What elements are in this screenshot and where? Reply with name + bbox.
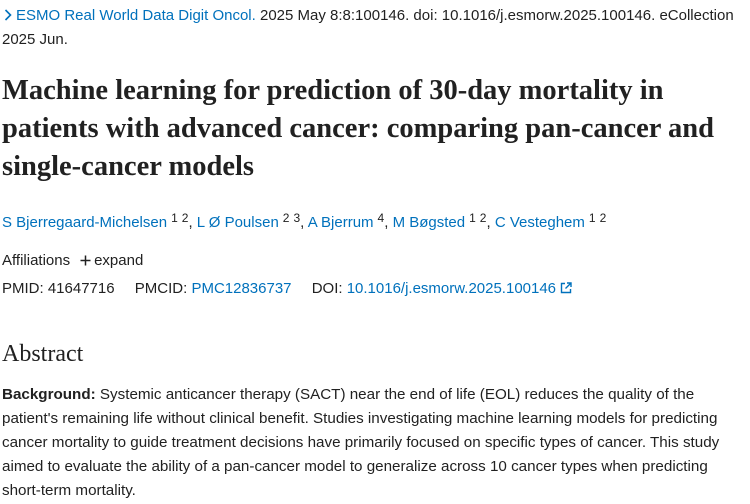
- plus-icon[interactable]: [80, 255, 91, 266]
- body: ESMO Real World Data Digit Oncol. 2025 M…: [0, 4, 750, 504]
- citation-details: 2025 May 8:8:100146. doi: 10.1016/j.esmo…: [2, 7, 734, 48]
- affiliation-number[interactable]: 2: [282, 211, 290, 225]
- background-text: Systemic anticancer therapy (SACT) near …: [2, 386, 720, 499]
- author-link[interactable]: A Bjerrum: [307, 214, 374, 231]
- author-affiliations: 4: [378, 211, 385, 225]
- affiliations-label: Affiliations: [2, 252, 71, 269]
- author-link[interactable]: S Bjerregaard-Michelsen: [2, 214, 168, 231]
- external-link-icon[interactable]: [560, 282, 572, 294]
- affiliation-number[interactable]: 2: [181, 211, 189, 225]
- abstract-heading: Abstract: [2, 341, 84, 367]
- background-label: Background:: [2, 386, 96, 403]
- affiliation-number[interactable]: 3: [293, 211, 301, 225]
- pmcid-label: PMCID:: [134, 280, 188, 297]
- author-separator: ,: [384, 214, 393, 231]
- authors: S Bjerregaard-Michelsen 1 2, L Ø Poulsen 2 3…: [2, 206, 750, 235]
- affiliation-number[interactable]: 2: [599, 211, 607, 225]
- author-link[interactable]: C Vesteghem: [494, 214, 585, 231]
- author-separator: ,: [188, 214, 197, 231]
- chevron-icon: [4, 9, 12, 21]
- affiliations: Affiliations expand: [2, 249, 750, 273]
- citation: ESMO Real World Data Digit Oncol. 2025 M…: [2, 4, 742, 52]
- affiliation-number[interactable]: 4: [377, 211, 385, 225]
- doi-link[interactable]: 10.1016/j.esmorw.2025.100146: [346, 280, 557, 297]
- abstract-background: Background: Systemic anticancer therapy …: [2, 383, 747, 503]
- author-link[interactable]: M Bøgsted: [392, 214, 466, 231]
- article: ESMO Real World Data Digit Oncol. 2025 M…: [0, 4, 750, 503]
- author-link[interactable]: L Ø Poulsen: [196, 214, 279, 231]
- expand-toggle[interactable]: expand: [94, 252, 144, 269]
- affiliation-number[interactable]: 1: [171, 211, 178, 225]
- pmid-label: PMID:: [2, 280, 44, 297]
- pmcid-link[interactable]: PMC12836737: [191, 280, 292, 297]
- journal-link[interactable]: ESMO Real World Data Digit Oncol.: [16, 7, 256, 24]
- affiliation-number[interactable]: 1: [469, 211, 476, 225]
- affiliation-number[interactable]: 1: [588, 211, 596, 225]
- article-title: Machine learning for prediction of 30-da…: [2, 75, 714, 182]
- author-separator: ,: [486, 214, 495, 231]
- author-separator: ,: [300, 214, 308, 231]
- doi-label: DOI:: [311, 280, 343, 297]
- pmid-value: 41647716: [47, 280, 115, 297]
- identifiers: PMID: 41647716 PMCID: PMC12836737 DOI: 1…: [2, 277, 750, 301]
- affiliation-number[interactable]: 2: [479, 211, 487, 225]
